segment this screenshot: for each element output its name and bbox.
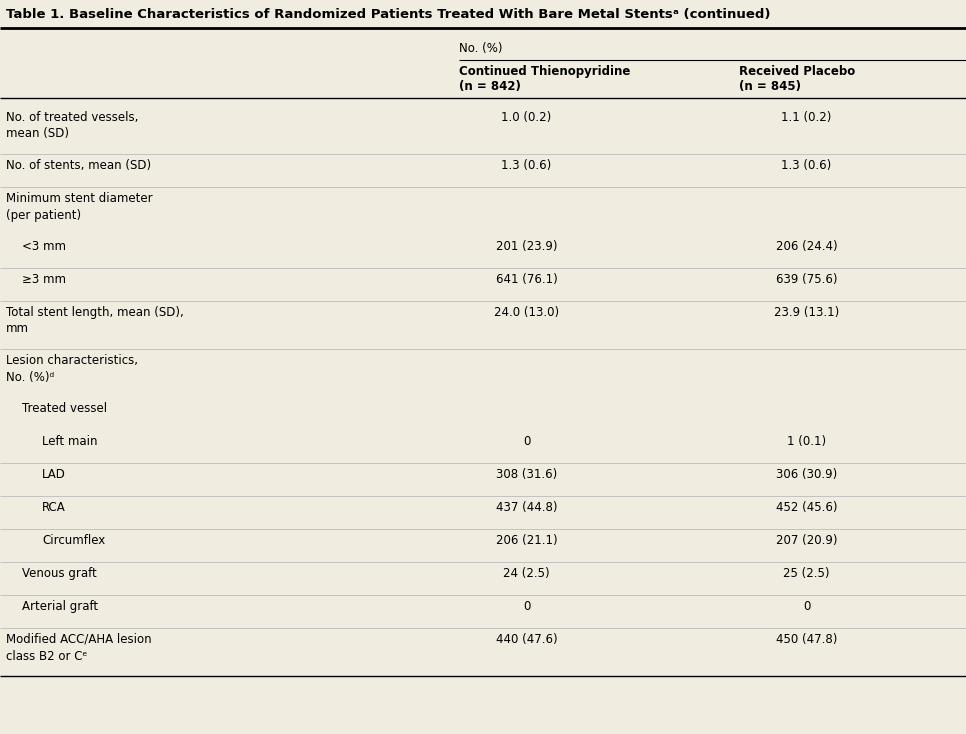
Text: 23.9 (13.1): 23.9 (13.1)	[774, 306, 839, 319]
Text: 206 (24.4): 206 (24.4)	[776, 240, 838, 253]
Text: Table 1. Baseline Characteristics of Randomized Patients Treated With Bare Metal: Table 1. Baseline Characteristics of Ran…	[6, 8, 771, 21]
Text: 24.0 (13.0): 24.0 (13.0)	[494, 306, 559, 319]
Text: 0: 0	[523, 435, 530, 448]
Text: 452 (45.6): 452 (45.6)	[776, 501, 838, 514]
Text: Treated vessel: Treated vessel	[22, 402, 107, 415]
Text: No. of treated vessels,
mean (SD): No. of treated vessels, mean (SD)	[6, 111, 138, 140]
Text: ≥3 mm: ≥3 mm	[22, 273, 66, 286]
Text: Continued Thienopyridine: Continued Thienopyridine	[459, 65, 630, 78]
Text: 25 (2.5): 25 (2.5)	[783, 567, 830, 580]
Text: 201 (23.9): 201 (23.9)	[496, 240, 557, 253]
Text: Venous graft: Venous graft	[22, 567, 97, 580]
Text: 306 (30.9): 306 (30.9)	[776, 468, 838, 481]
Text: No. of stents, mean (SD): No. of stents, mean (SD)	[6, 159, 151, 172]
Text: 1.0 (0.2): 1.0 (0.2)	[501, 111, 552, 124]
Text: <3 mm: <3 mm	[22, 240, 66, 253]
Text: 206 (21.1): 206 (21.1)	[496, 534, 557, 547]
Text: 1.1 (0.2): 1.1 (0.2)	[781, 111, 832, 124]
Text: No. (%): No. (%)	[459, 42, 502, 55]
Text: 1 (0.1): 1 (0.1)	[787, 435, 826, 448]
Text: 440 (47.6): 440 (47.6)	[496, 633, 557, 646]
Text: 207 (20.9): 207 (20.9)	[776, 534, 838, 547]
Text: Received Placebo: Received Placebo	[739, 65, 855, 78]
Text: LAD: LAD	[42, 468, 66, 481]
Text: Modified ACC/AHA lesion
class B2 or Cᵉ: Modified ACC/AHA lesion class B2 or Cᵉ	[6, 633, 152, 663]
Text: Minimum stent diameter
(per patient): Minimum stent diameter (per patient)	[6, 192, 153, 222]
Text: 1.3 (0.6): 1.3 (0.6)	[501, 159, 552, 172]
Text: Arterial graft: Arterial graft	[22, 600, 99, 613]
Text: 0: 0	[803, 600, 810, 613]
Text: 437 (44.8): 437 (44.8)	[496, 501, 557, 514]
Text: 1.3 (0.6): 1.3 (0.6)	[781, 159, 832, 172]
Text: RCA: RCA	[42, 501, 66, 514]
Text: 0: 0	[523, 600, 530, 613]
Text: 450 (47.8): 450 (47.8)	[776, 633, 838, 646]
Text: Total stent length, mean (SD),
mm: Total stent length, mean (SD), mm	[6, 306, 184, 335]
Text: Left main: Left main	[42, 435, 98, 448]
Text: Circumflex: Circumflex	[42, 534, 105, 547]
Text: 639 (75.6): 639 (75.6)	[776, 273, 838, 286]
Text: 308 (31.6): 308 (31.6)	[496, 468, 557, 481]
Text: (n = 845): (n = 845)	[739, 80, 801, 93]
Text: (n = 842): (n = 842)	[459, 80, 521, 93]
Text: Lesion characteristics,
No. (%)ᵈ: Lesion characteristics, No. (%)ᵈ	[6, 354, 138, 383]
Text: 24 (2.5): 24 (2.5)	[503, 567, 550, 580]
Text: 641 (76.1): 641 (76.1)	[496, 273, 557, 286]
